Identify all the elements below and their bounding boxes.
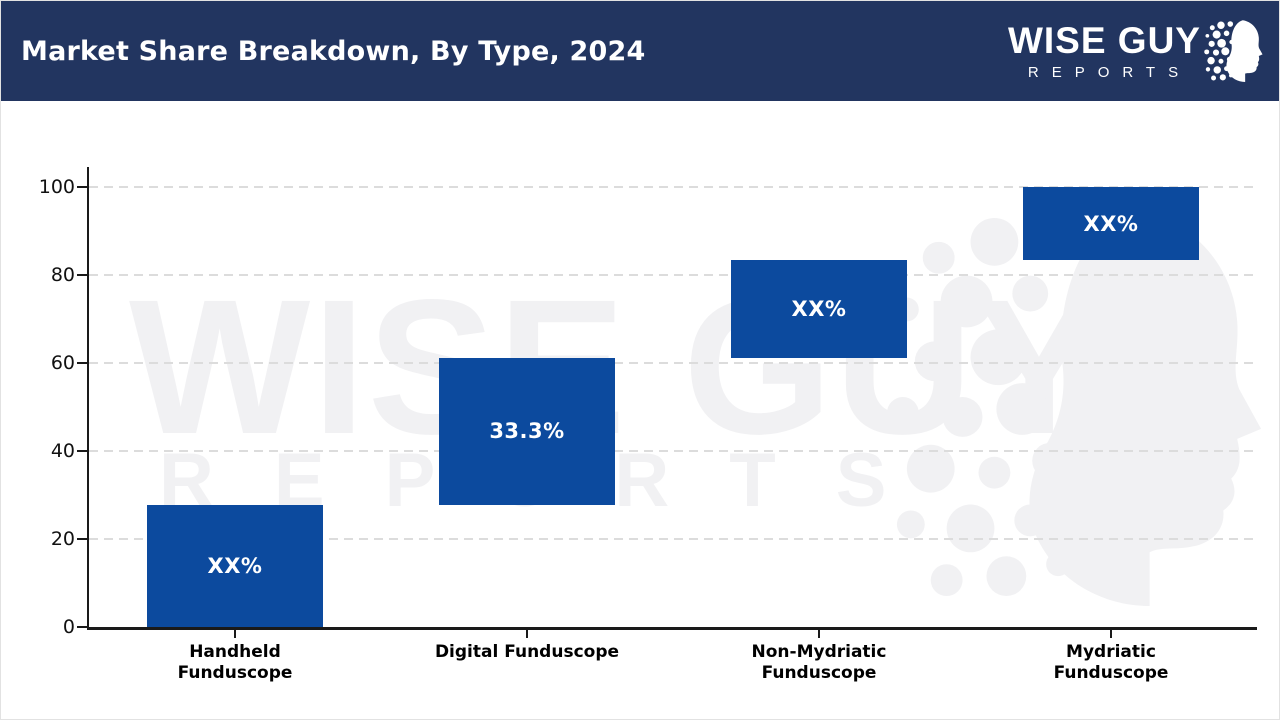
bar-value-label: XX% bbox=[207, 553, 263, 578]
y-tick-mark bbox=[77, 274, 87, 276]
wiseguy-face-icon bbox=[1203, 10, 1265, 92]
grid-line bbox=[89, 450, 1257, 452]
bar: XX% bbox=[147, 504, 323, 627]
bar: 33.3% bbox=[439, 358, 615, 505]
grid-line bbox=[89, 274, 1257, 276]
y-tick-label: 80 bbox=[50, 264, 75, 286]
bar-value-label: 33.3% bbox=[489, 419, 565, 444]
header-bar: Market Share Breakdown, By Type, 2024 WI… bbox=[1, 1, 1279, 101]
y-axis-line bbox=[87, 167, 89, 629]
wiseguy-logo: WISE GUY REPORTS bbox=[1008, 10, 1265, 92]
x-tick-mark bbox=[234, 629, 236, 638]
x-category-label: Digital Funduscope bbox=[434, 642, 620, 662]
y-tick-label: 40 bbox=[50, 440, 75, 462]
y-tick-label: 20 bbox=[50, 528, 75, 550]
y-tick-label: 0 bbox=[62, 616, 75, 638]
x-tick-mark bbox=[818, 629, 820, 638]
x-category-label: Non-Mydriatic Funduscope bbox=[751, 642, 887, 683]
bar-value-label: XX% bbox=[791, 297, 847, 322]
y-tick-label: 100 bbox=[38, 176, 75, 198]
logo-subtext: REPORTS bbox=[1027, 64, 1192, 81]
y-tick-mark bbox=[77, 186, 87, 188]
bar: XX% bbox=[1023, 187, 1199, 261]
x-axis-line bbox=[87, 627, 1257, 630]
grid-line bbox=[89, 538, 1257, 540]
grid-line bbox=[89, 362, 1257, 364]
bar-value-label: XX% bbox=[1083, 211, 1139, 236]
grid-line bbox=[89, 186, 1257, 188]
y-tick-label: 60 bbox=[50, 352, 75, 374]
x-category-label: Mydriatic Funduscope bbox=[1053, 642, 1169, 683]
logo-wordmark: WISE GUY bbox=[1007, 20, 1201, 61]
x-category-label: Handheld Funduscope bbox=[177, 642, 293, 683]
page-title: Market Share Breakdown, By Type, 2024 bbox=[21, 35, 646, 67]
y-tick-mark bbox=[77, 450, 87, 452]
x-tick-mark bbox=[1110, 629, 1112, 638]
bar: XX% bbox=[731, 260, 907, 359]
y-tick-mark bbox=[77, 538, 87, 540]
y-tick-mark bbox=[77, 362, 87, 364]
x-tick-mark bbox=[526, 629, 528, 638]
y-tick-mark bbox=[77, 626, 87, 628]
